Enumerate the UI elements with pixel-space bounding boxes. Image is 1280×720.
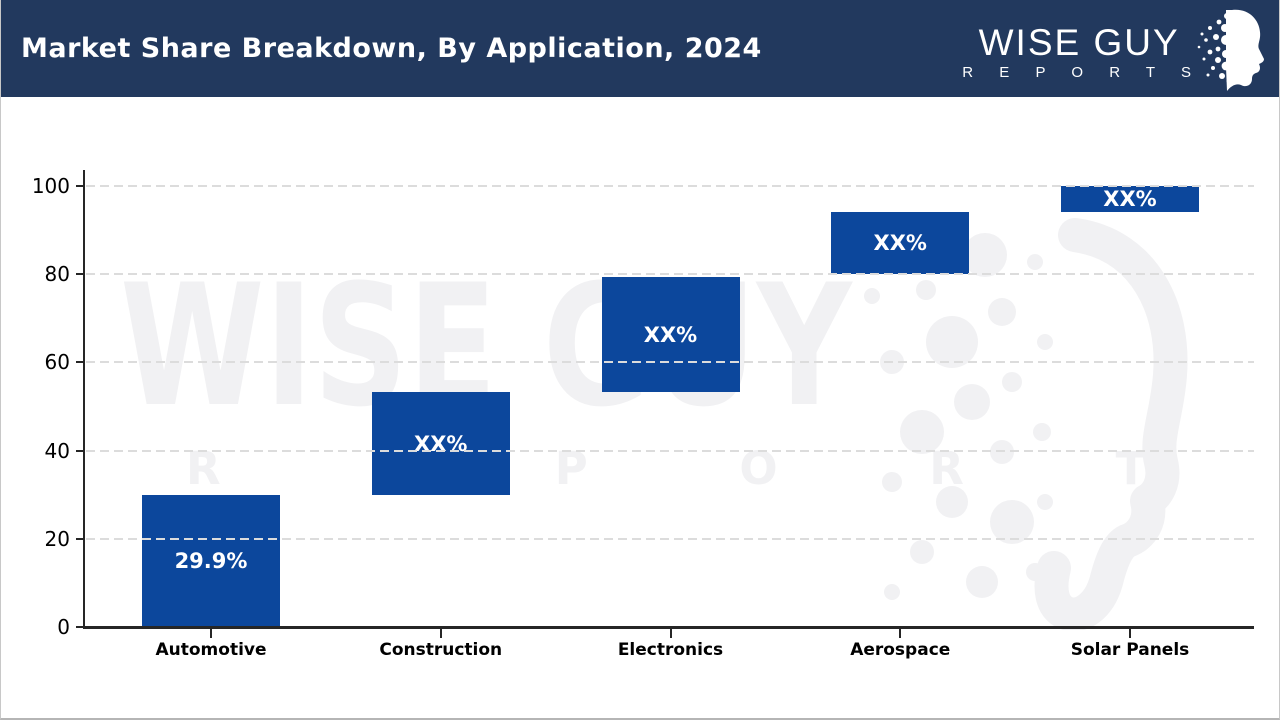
bar-electronics: XX% bbox=[601, 277, 740, 392]
x-axis-label-automotive: Automotive bbox=[155, 640, 267, 660]
page-title: Market Share Breakdown, By Application, … bbox=[21, 33, 762, 64]
y-axis-label-60: 60 bbox=[44, 350, 70, 375]
waterfall-chart: WISE GUY R E P O R T S 29.9% Automotive XX… bbox=[0, 97, 1280, 720]
logo-line2: R E P O R T S bbox=[962, 63, 1202, 81]
bar-value-label: XX% bbox=[414, 431, 468, 456]
bar-value-label: XX% bbox=[643, 322, 698, 347]
face-profile-dots-icon bbox=[1197, 9, 1264, 91]
header-bar: Market Share Breakdown, By Application, … bbox=[0, 0, 1280, 97]
x-axis-tick bbox=[439, 629, 442, 638]
bar-solar-panels: XX% bbox=[1061, 186, 1199, 213]
gridline-100 bbox=[86, 185, 1254, 187]
y-axis-label-40: 40 bbox=[44, 438, 70, 463]
y-axis-tick bbox=[76, 626, 84, 628]
x-axis-tick bbox=[1129, 629, 1131, 638]
gridline-60 bbox=[86, 361, 1254, 364]
x-axis-label-construction: Construction bbox=[379, 640, 503, 660]
logo-line1: WISE GUY bbox=[978, 21, 1180, 63]
wiseguy-logo-text: WISE GUY R E P O R T S bbox=[956, 24, 1202, 81]
gridline-80 bbox=[86, 273, 1254, 276]
bar-value-label: 29.9% bbox=[174, 549, 248, 574]
bar-automotive: 29.9% bbox=[142, 495, 280, 627]
y-axis-label-100: 100 bbox=[31, 174, 70, 198]
bar-construction: XX% bbox=[371, 391, 510, 496]
gridline-40 bbox=[86, 449, 1254, 452]
y-axis-tick bbox=[76, 273, 84, 276]
watermark-text-line2: R E P O R T S bbox=[186, 442, 1280, 495]
y-axis-line bbox=[83, 170, 85, 629]
x-axis-tick bbox=[210, 629, 212, 638]
x-axis-label-solar-panels: Solar Panels bbox=[1070, 640, 1190, 660]
y-axis-tick bbox=[76, 449, 84, 452]
y-axis-tick bbox=[76, 185, 84, 187]
gridline-20 bbox=[86, 537, 1254, 540]
x-axis-label-electronics: Electronics bbox=[617, 640, 724, 660]
y-axis-tick bbox=[76, 361, 84, 364]
x-axis-line bbox=[83, 626, 1254, 629]
y-axis-tick bbox=[76, 537, 84, 540]
wiseguy-logo: WISE GUY R E P O R T S bbox=[956, 4, 1266, 94]
x-axis-tick bbox=[899, 629, 902, 638]
bar-aerospace: XX% bbox=[831, 212, 970, 275]
bar-value-label: XX% bbox=[873, 231, 927, 256]
x-axis-tick bbox=[669, 629, 672, 638]
bar-value-label: XX% bbox=[1103, 187, 1157, 212]
y-axis-label-80: 80 bbox=[44, 262, 70, 287]
y-axis-label-0: 0 bbox=[57, 615, 70, 639]
x-axis-label-aerospace: Aerospace bbox=[850, 640, 951, 660]
y-axis-label-20: 20 bbox=[44, 526, 70, 551]
